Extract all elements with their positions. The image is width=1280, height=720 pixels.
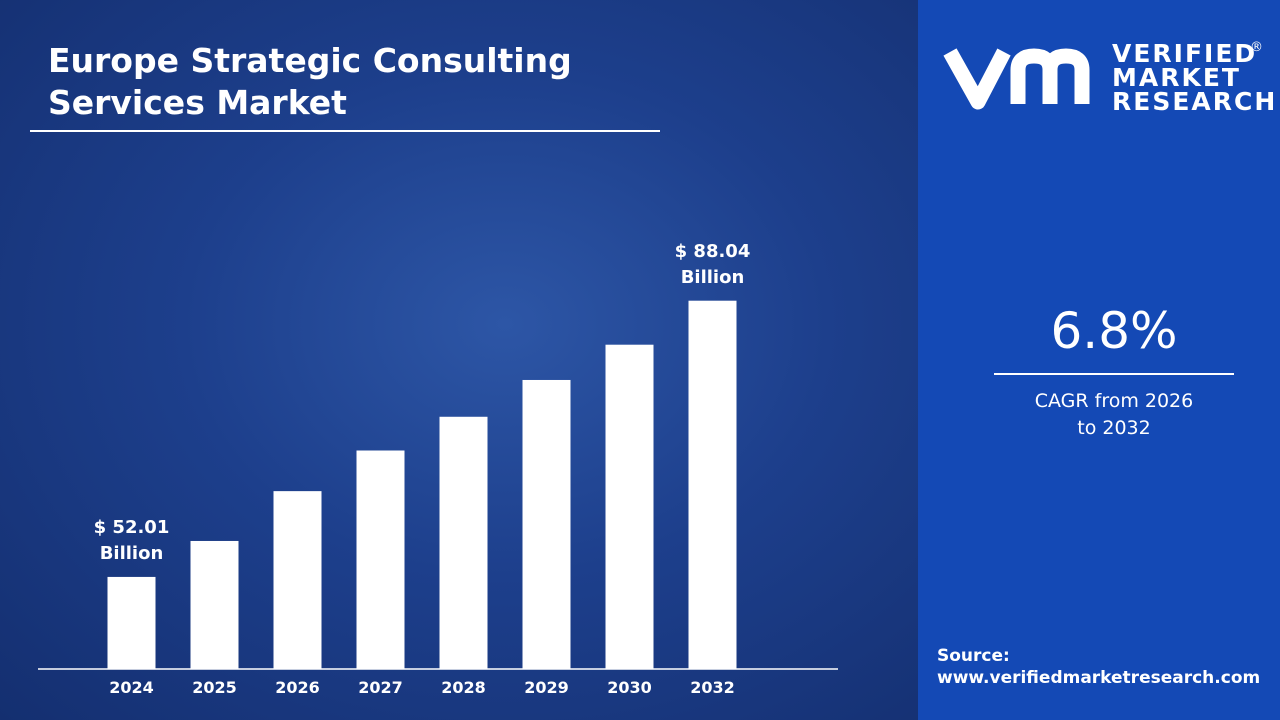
source-url: www.verifiedmarketresearch.com <box>937 668 1261 688</box>
bar <box>688 300 737 669</box>
logo-text: MARKET <box>1112 63 1241 92</box>
bar <box>356 450 405 669</box>
chart-title: Europe Strategic Consulting Services Mar… <box>48 41 572 122</box>
source-label: Source: <box>937 646 1010 666</box>
x-tick-label: 2028 <box>441 678 486 697</box>
bar <box>273 491 322 669</box>
logo-m <box>1010 48 1090 104</box>
bar <box>522 379 571 669</box>
bar <box>107 576 156 669</box>
logo-text: VERIFIED <box>1112 39 1258 68</box>
bar <box>190 540 239 669</box>
x-tick-label: 2032 <box>690 678 735 697</box>
x-tick-label: 2030 <box>607 678 652 697</box>
bar <box>439 416 488 669</box>
value-label: $ 52.01 Billion <box>93 516 170 564</box>
logo-registered: ® <box>1250 40 1263 55</box>
bar <box>605 344 654 669</box>
x-tick-label: 2029 <box>524 678 569 697</box>
x-tick-label: 2024 <box>109 678 154 697</box>
x-tick-label: 2026 <box>275 678 320 697</box>
logo-mark <box>943 48 1090 110</box>
value-label: $ 88.04 Billion <box>674 240 751 288</box>
source: Source: www.verifiedmarketresearch.com <box>937 645 1260 689</box>
cagr-caption: CAGR from 2026 to 2032 <box>1034 390 1194 439</box>
x-tick-label: 2027 <box>358 678 403 697</box>
logo-v <box>943 48 1011 110</box>
cagr-value: 6.8% <box>1050 302 1178 360</box>
x-tick-label: 2025 <box>192 678 237 697</box>
logo-text: RESEARCH <box>1112 87 1278 116</box>
